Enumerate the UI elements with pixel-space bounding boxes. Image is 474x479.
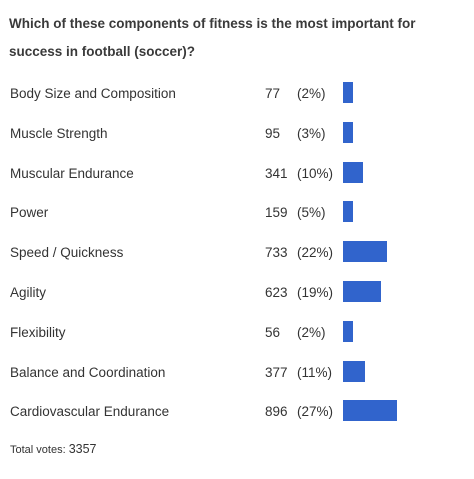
poll-option-row: Muscle Strength 95 (3%)	[0, 121, 474, 146]
total-votes: Total votes: 3357	[10, 442, 97, 456]
total-votes-label: Total votes:	[10, 444, 66, 456]
option-vote-count: 896	[265, 404, 288, 420]
poll-option-row: Body Size and Composition 77 (2%)	[0, 82, 474, 106]
poll-question: Which of these components of fitness is …	[9, 16, 416, 59]
option-percent: (22%)	[297, 245, 334, 261]
option-result-bar	[343, 281, 381, 302]
poll-option-row: Flexibility 56 (2%)	[0, 320, 474, 345]
option-label: Speed / Quickness	[10, 245, 124, 261]
option-percent: (19%)	[297, 285, 334, 300]
option-label: Muscle Strength	[10, 125, 108, 141]
option-percent: (3%)	[297, 125, 326, 141]
option-vote-count: 377	[265, 364, 288, 380]
option-vote-count: 56	[265, 324, 281, 340]
poll-option-row: Agility 623 (19%)	[0, 281, 474, 305]
option-vote-count: 623	[265, 285, 288, 300]
poll-option-row: Muscular Endurance 341 (10%)	[0, 161, 474, 186]
option-vote-count: 95	[265, 125, 281, 141]
option-vote-count: 159	[265, 205, 288, 221]
option-result-bar	[343, 82, 353, 103]
option-percent: (11%)	[297, 364, 333, 380]
option-label: Balance and Coordination	[10, 364, 166, 380]
poll-option-row: Cardiovascular Endurance 896 (27%)	[0, 400, 474, 424]
option-label: Cardiovascular Endurance	[10, 404, 170, 420]
option-vote-count: 341	[265, 165, 288, 181]
poll-option-row: Power 159 (5%)	[0, 201, 474, 225]
option-vote-count: 77	[265, 86, 281, 101]
poll-option-row: Speed / Quickness 733 (22%)	[0, 241, 474, 265]
option-percent: (2%)	[297, 86, 326, 101]
option-result-bar	[343, 320, 353, 342]
option-label: Agility	[10, 285, 47, 300]
option-label: Body Size and Composition	[10, 86, 176, 101]
option-result-bar	[343, 121, 353, 143]
option-result-bar	[343, 201, 353, 223]
option-vote-count: 733	[265, 245, 288, 261]
option-label: Muscular Endurance	[10, 165, 134, 181]
option-percent: (5%)	[297, 205, 326, 221]
option-label: Power	[10, 205, 49, 221]
option-result-bar	[343, 161, 363, 183]
option-label: Flexibility	[10, 324, 66, 340]
option-percent: (10%)	[297, 165, 334, 181]
option-result-bar	[343, 360, 365, 382]
poll-option-row: Balance and Coordination 377 (11%)	[0, 360, 474, 385]
total-votes-value: 3357	[68, 442, 97, 456]
option-result-bar	[343, 400, 397, 422]
option-percent: (27%)	[297, 404, 334, 420]
option-percent: (2%)	[297, 324, 326, 340]
option-result-bar	[343, 241, 387, 263]
